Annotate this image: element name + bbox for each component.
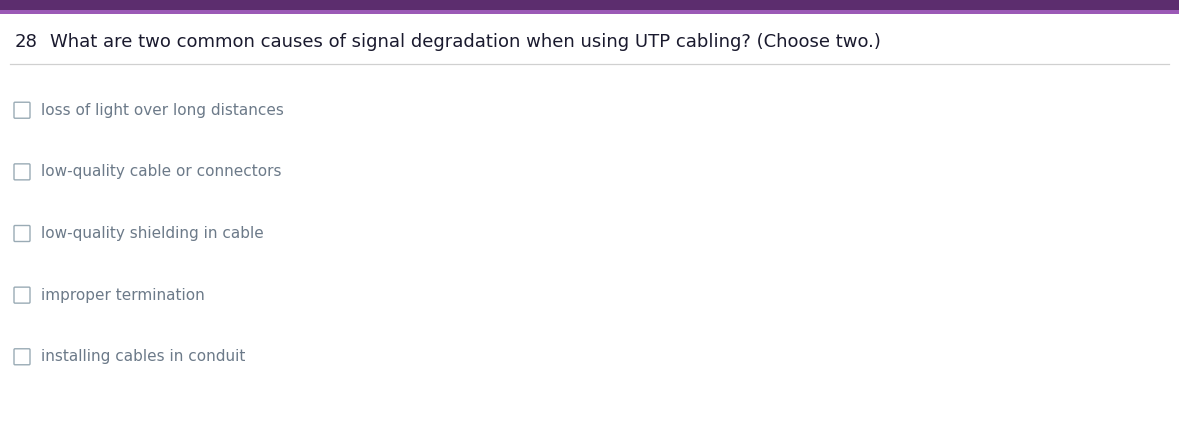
- FancyBboxPatch shape: [14, 225, 29, 242]
- Text: 28: 28: [15, 33, 38, 51]
- Text: installing cables in conduit: installing cables in conduit: [41, 349, 245, 364]
- FancyBboxPatch shape: [14, 102, 29, 118]
- Text: improper termination: improper termination: [41, 288, 205, 302]
- Bar: [0, 0, 1179, 10]
- Text: low-quality cable or connectors: low-quality cable or connectors: [41, 165, 282, 179]
- Text: What are two common causes of signal degradation when using UTP cabling? (Choose: What are two common causes of signal deg…: [50, 33, 881, 51]
- FancyBboxPatch shape: [14, 164, 29, 180]
- Bar: [0, 10, 1179, 14]
- FancyBboxPatch shape: [14, 287, 29, 303]
- Text: loss of light over long distances: loss of light over long distances: [41, 103, 284, 118]
- Text: low-quality shielding in cable: low-quality shielding in cable: [41, 226, 264, 241]
- FancyBboxPatch shape: [14, 349, 29, 365]
